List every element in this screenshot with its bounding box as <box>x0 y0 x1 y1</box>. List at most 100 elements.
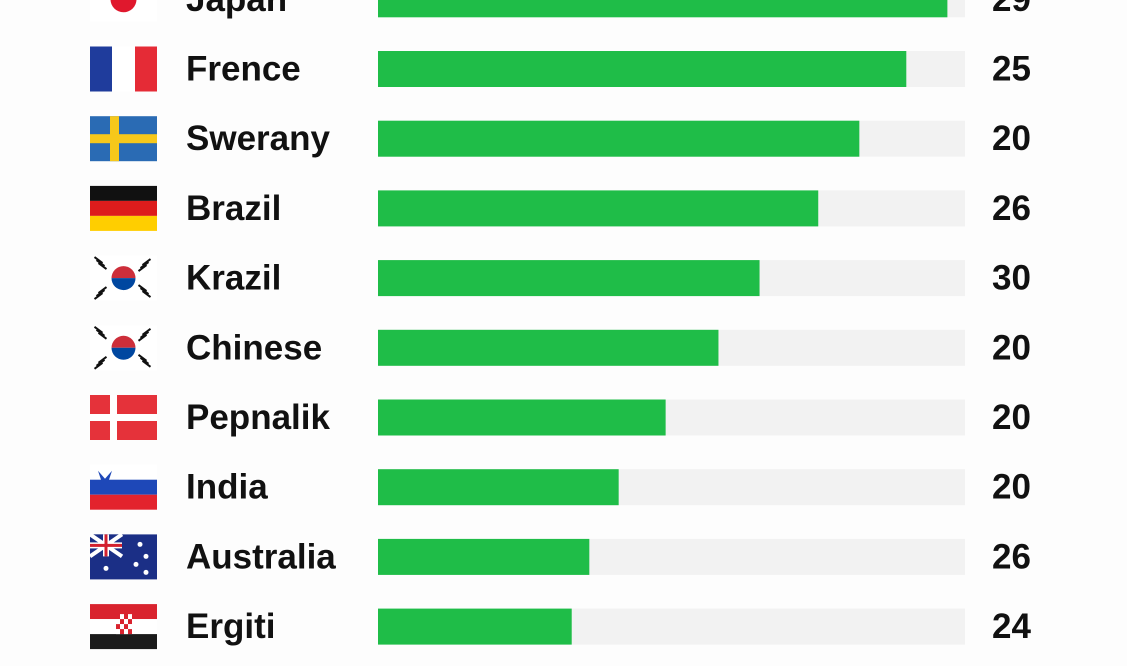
bar <box>378 260 760 297</box>
flag-part <box>93 292 104 300</box>
row: Ergiti 24 <box>90 604 1031 650</box>
bar <box>378 538 590 575</box>
country-label: Chinese <box>186 328 322 367</box>
flag-part <box>97 331 108 340</box>
country-label: Japan <box>186 0 287 19</box>
country-label: Ergiti <box>186 607 275 646</box>
flag-part <box>116 619 120 625</box>
row: Brazil 26 <box>90 185 1031 231</box>
flag-part <box>95 358 106 367</box>
flag-part <box>90 215 157 231</box>
country-label: Brazil <box>186 189 281 228</box>
flag <box>90 0 157 22</box>
flag-part <box>90 46 112 92</box>
flag <box>90 46 157 92</box>
row: Swerany 20 <box>90 116 1031 162</box>
flag-part <box>137 353 148 362</box>
flag-part <box>95 328 106 337</box>
flag <box>90 464 157 510</box>
value-label: 30 <box>992 259 1031 298</box>
flag-part <box>133 561 139 567</box>
flag-part <box>93 361 104 370</box>
flag-part <box>111 347 136 360</box>
flag-part <box>90 200 157 216</box>
flag-part <box>120 619 124 625</box>
country-label: Frence <box>186 50 301 89</box>
bar <box>378 51 907 87</box>
flag-part <box>124 614 128 620</box>
country-label: Pepnalik <box>186 398 330 437</box>
flag <box>90 255 157 301</box>
flag-part <box>90 634 157 650</box>
flag-part <box>103 565 109 571</box>
bar <box>378 190 819 227</box>
value-label: 20 <box>992 398 1031 437</box>
row: Australia 26 <box>88 532 1031 580</box>
flag-part <box>95 259 106 267</box>
value-label: 25 <box>992 50 1031 89</box>
flag-part <box>110 0 137 13</box>
flag-part <box>90 464 157 480</box>
row: Japan 29 <box>90 0 1031 22</box>
flag-part <box>112 46 135 92</box>
flag-part <box>139 287 150 295</box>
row: Krazil 30 <box>90 255 1031 301</box>
country-label: Australia <box>186 537 336 576</box>
row: Frence 25 <box>90 46 1031 92</box>
flag-part <box>90 414 157 421</box>
flag-part <box>116 614 120 620</box>
flag <box>90 395 157 440</box>
bar <box>378 120 860 157</box>
flag-part <box>120 629 124 635</box>
value-label: 20 <box>992 119 1031 158</box>
flag <box>88 532 157 580</box>
flag-part <box>111 266 136 279</box>
flag-part <box>128 614 132 620</box>
value-label: 24 <box>992 607 1031 646</box>
flag-part <box>120 614 124 620</box>
flag-part <box>137 333 148 342</box>
flag-part <box>143 569 149 575</box>
country-label: Krazil <box>186 259 281 298</box>
flag-part <box>116 624 120 630</box>
bar <box>378 329 719 366</box>
flag <box>90 185 157 231</box>
flag-part <box>128 624 132 630</box>
flag-part <box>124 629 128 635</box>
value-label: 26 <box>992 189 1031 228</box>
country-label: Swerany <box>186 119 330 158</box>
flag-part <box>111 278 136 291</box>
flag-part <box>143 553 149 559</box>
flag-part <box>137 264 148 272</box>
row: Pepnalik 20 <box>90 395 1031 440</box>
flag-part <box>95 289 106 297</box>
flag-part <box>97 262 108 270</box>
flag <box>90 325 157 371</box>
flag-part <box>90 604 157 620</box>
flag <box>90 116 157 162</box>
flag-part <box>128 619 132 625</box>
value-label: 26 <box>992 537 1031 576</box>
flag-part <box>90 494 157 510</box>
flag-part <box>90 185 157 201</box>
flag-part <box>116 629 120 635</box>
flag-part <box>141 258 152 266</box>
flag-part <box>124 624 128 630</box>
flag <box>90 604 157 650</box>
row: India 20 <box>90 464 1031 510</box>
flag-part <box>93 256 104 264</box>
flag-part <box>90 543 122 547</box>
flag-part <box>141 290 152 298</box>
flag-part <box>90 479 157 495</box>
flag-part <box>90 134 157 144</box>
value-label: 20 <box>992 468 1031 507</box>
value-label: 20 <box>992 328 1031 367</box>
flag-part <box>139 356 150 365</box>
flag-part <box>137 284 148 292</box>
flag-part <box>139 330 150 339</box>
value-label: 29 <box>992 0 1031 19</box>
flag-part <box>97 355 108 364</box>
bar <box>378 0 948 18</box>
